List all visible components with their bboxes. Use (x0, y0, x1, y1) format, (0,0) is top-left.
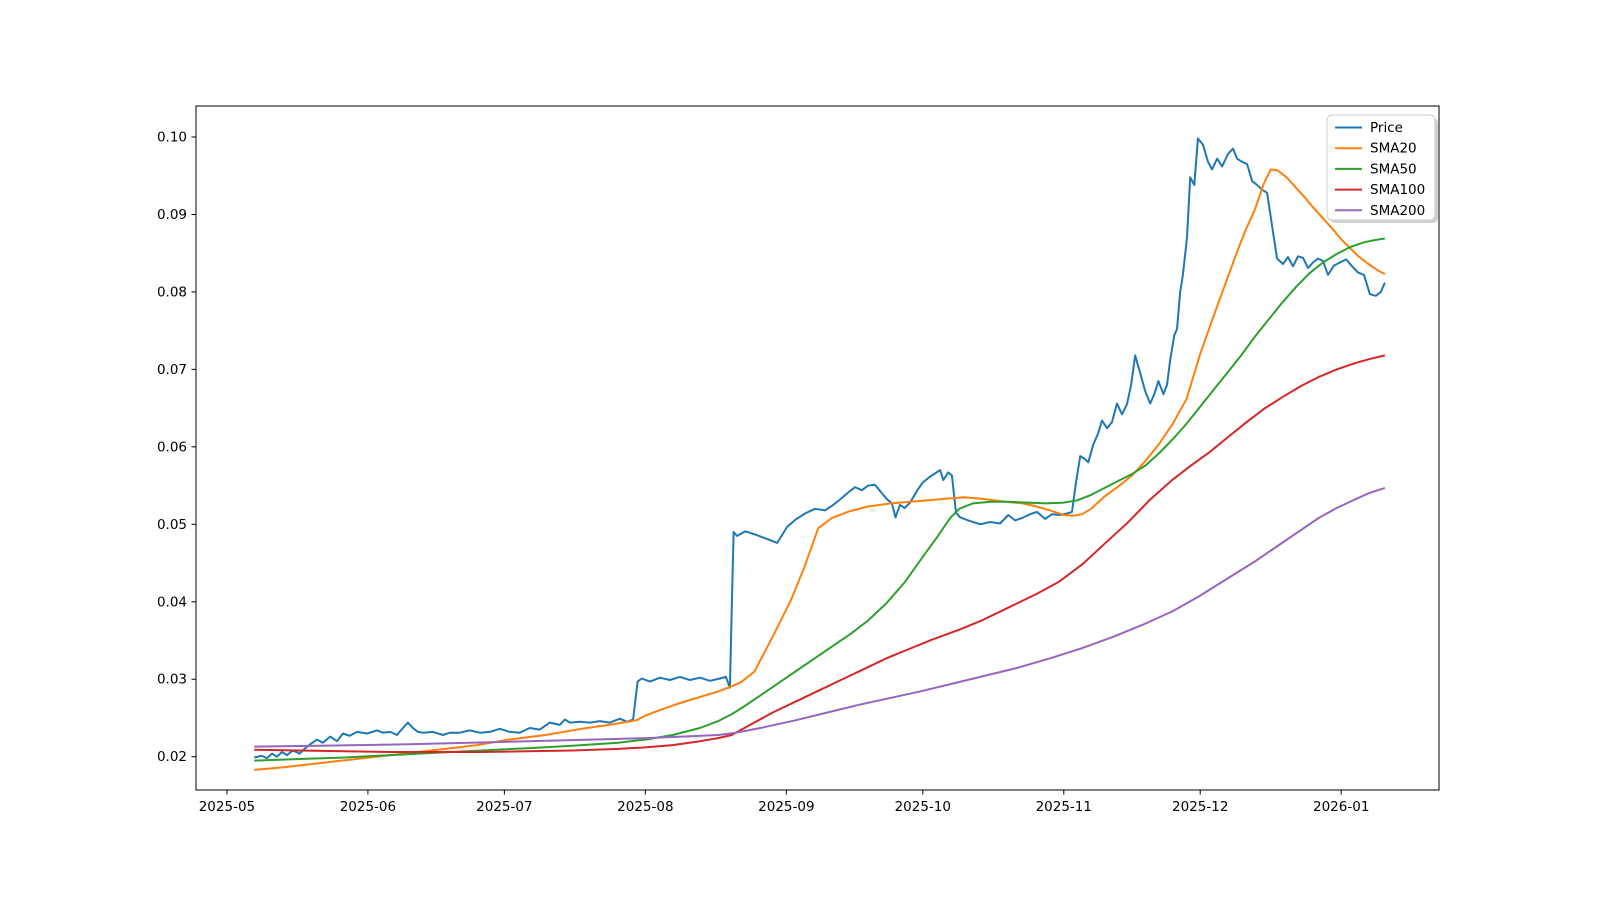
x-tick-label: 2025-09 (758, 799, 814, 815)
sma200-line (254, 486, 1386, 748)
y-tick-label: 0.07 (157, 362, 187, 378)
price-line (253, 137, 1386, 760)
x-tick-label: 2025-08 (617, 799, 673, 815)
x-tick-label: 2025-12 (1172, 799, 1228, 815)
legend-label-price: Price (1370, 120, 1403, 136)
legend-label-sma50: SMA50 (1370, 161, 1417, 177)
x-tick-label: 2025-07 (476, 799, 532, 815)
y-tick-label: 0.06 (157, 439, 187, 455)
legend-box (1326, 114, 1436, 221)
y-tick-label: 0.10 (157, 129, 187, 145)
y-tick-label: 0.08 (157, 284, 187, 300)
x-tick-label: 2026-01 (1313, 799, 1369, 815)
y-tick-label: 0.09 (157, 207, 187, 223)
legend-label-sma200: SMA200 (1370, 203, 1425, 219)
legend-label-sma100: SMA100 (1370, 182, 1425, 198)
plot-area (196, 106, 1439, 790)
legend-label-sma20: SMA20 (1370, 141, 1417, 157)
y-tick-label: 0.03 (157, 672, 187, 688)
y-tick-label: 0.04 (157, 594, 187, 610)
axes-frame (195, 105, 1440, 791)
x-tick-label: 2025-05 (199, 799, 255, 815)
sma100-line (254, 354, 1386, 753)
x-tick-label: 2025-06 (340, 799, 396, 815)
x-tick-label: 2025-11 (1036, 799, 1092, 815)
y-tick-label: 0.05 (157, 517, 187, 533)
x-tick-label: 2025-10 (895, 799, 951, 815)
y-tick-label: 0.02 (157, 749, 187, 765)
